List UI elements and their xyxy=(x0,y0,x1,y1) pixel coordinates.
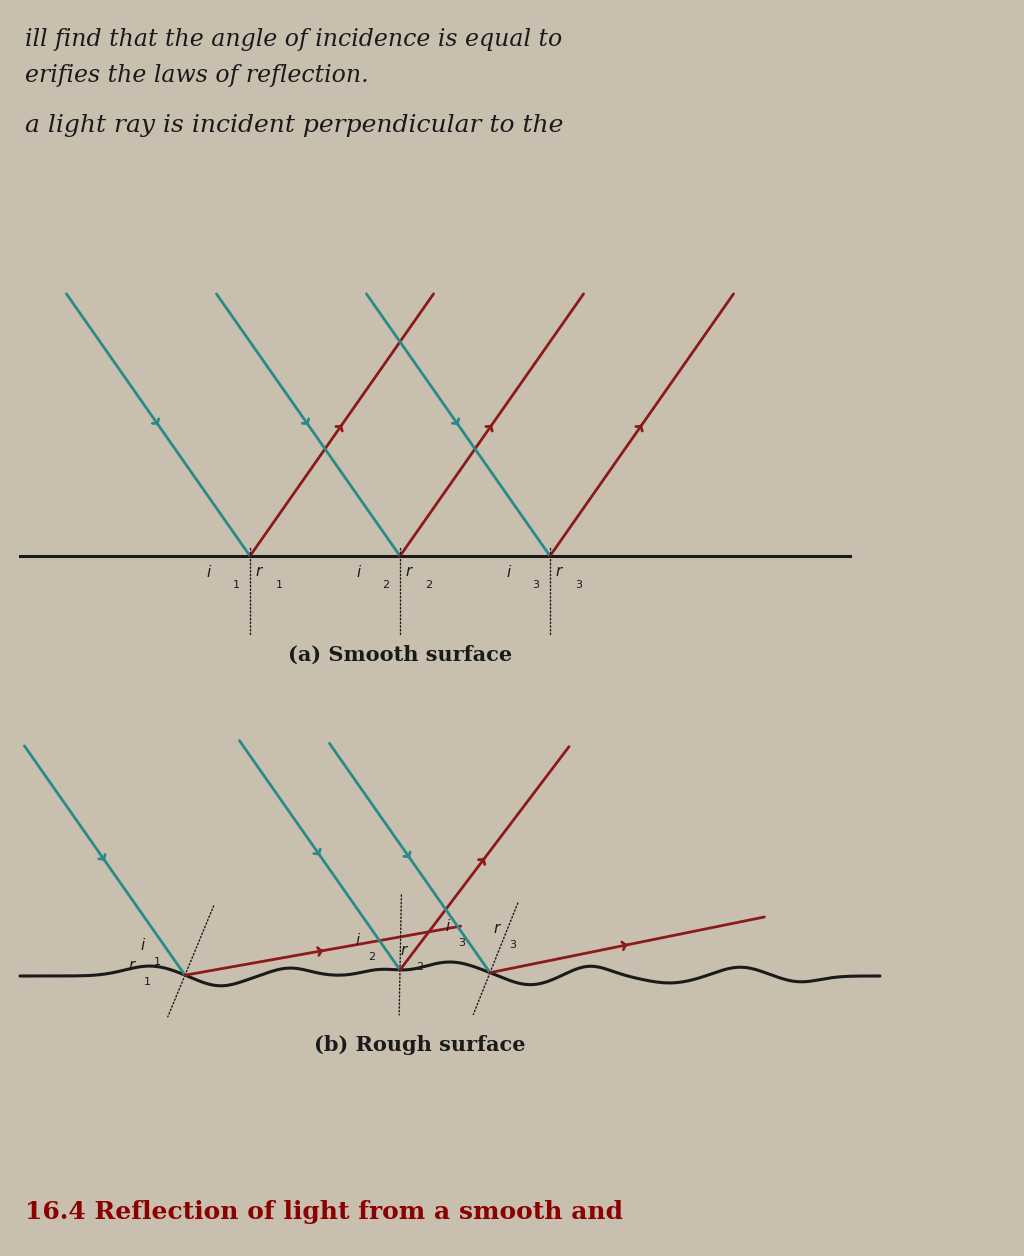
Text: $1$: $1$ xyxy=(275,578,283,590)
Text: $3$: $3$ xyxy=(575,578,583,590)
Text: $1$: $1$ xyxy=(143,975,151,987)
Text: $3$: $3$ xyxy=(458,936,466,948)
Text: $r$: $r$ xyxy=(255,564,264,579)
Text: $3$: $3$ xyxy=(532,578,540,590)
Text: $i$: $i$ xyxy=(355,932,361,948)
Text: (a) Smooth surface: (a) Smooth surface xyxy=(288,646,512,664)
Text: $i$: $i$ xyxy=(206,564,212,580)
Text: ill find that the angle of incidence is equal to: ill find that the angle of incidence is … xyxy=(25,28,562,51)
Text: erifies the laws of reflection.: erifies the laws of reflection. xyxy=(25,64,369,87)
Text: $i$: $i$ xyxy=(506,564,512,580)
Text: $2$: $2$ xyxy=(382,578,390,590)
Text: (b) Rough surface: (b) Rough surface xyxy=(314,1035,525,1055)
Text: $2$: $2$ xyxy=(368,950,376,962)
Text: $1$: $1$ xyxy=(153,955,161,967)
Text: $1$: $1$ xyxy=(232,578,240,590)
Text: $3$: $3$ xyxy=(509,938,517,950)
Text: $2$: $2$ xyxy=(416,960,424,972)
Text: $r$: $r$ xyxy=(494,921,503,936)
Text: $r$: $r$ xyxy=(555,564,564,579)
Text: $i$: $i$ xyxy=(356,564,362,580)
Text: a light ray is incident perpendicular to the: a light ray is incident perpendicular to… xyxy=(25,114,563,137)
Text: 16.4 Reflection of light from a smooth and: 16.4 Reflection of light from a smooth a… xyxy=(25,1199,623,1225)
Text: $2$: $2$ xyxy=(425,578,433,590)
Text: $r$: $r$ xyxy=(406,564,414,579)
Text: $r$: $r$ xyxy=(128,958,137,973)
Text: $i$: $i$ xyxy=(444,918,452,933)
Text: $r$: $r$ xyxy=(400,943,410,958)
Text: $i$: $i$ xyxy=(140,937,146,953)
